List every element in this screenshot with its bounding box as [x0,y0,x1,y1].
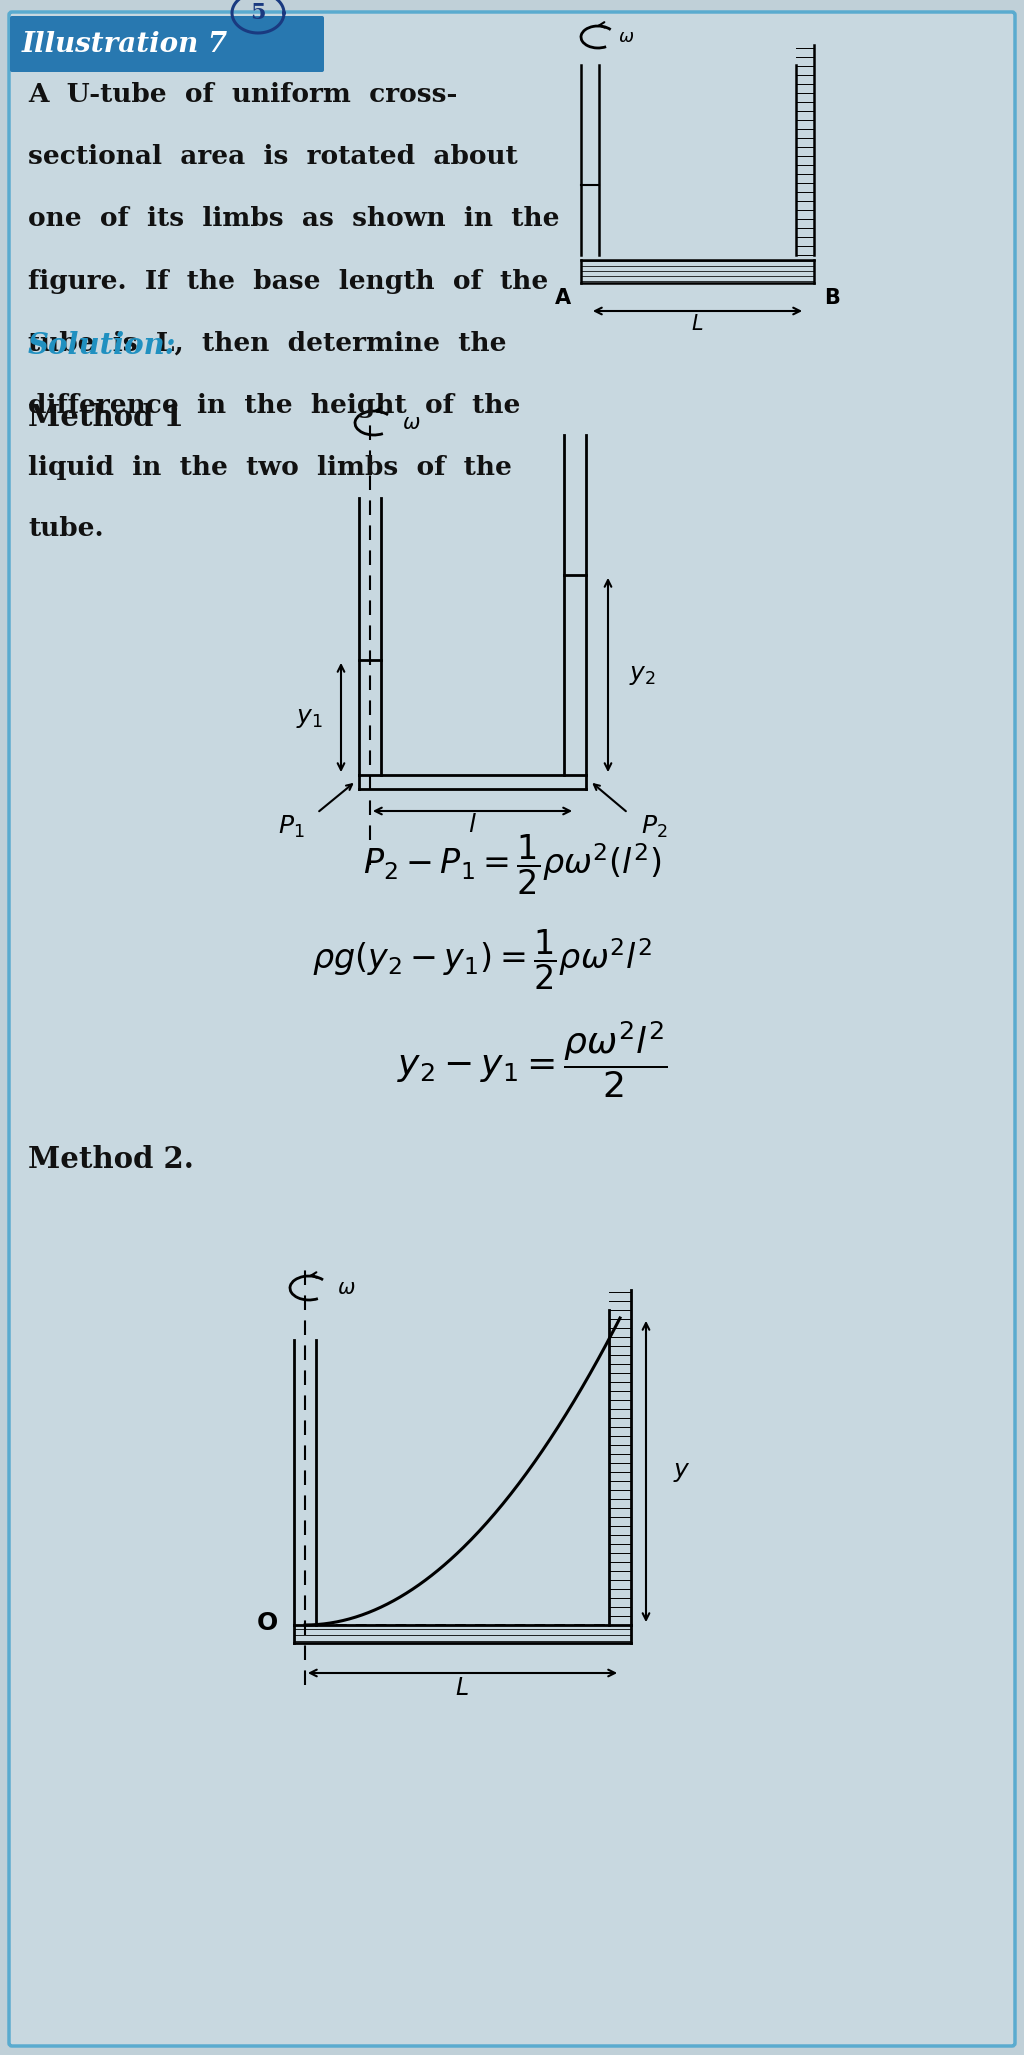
Text: $\omega$: $\omega$ [402,413,421,434]
Text: tube.: tube. [28,516,103,543]
Text: figure.  If  the  base  length  of  the: figure. If the base length of the [28,269,548,294]
Text: sectional  area  is  rotated  about: sectional area is rotated about [28,144,518,169]
Text: $P_1$: $P_1$ [278,814,304,840]
Text: O: O [256,1611,278,1636]
Text: 5: 5 [250,2,266,25]
Text: Method 1: Method 1 [28,403,183,432]
FancyBboxPatch shape [10,16,324,72]
Text: B: B [824,288,840,308]
Text: $y_1$: $y_1$ [296,707,323,730]
FancyBboxPatch shape [9,12,1015,2047]
Text: $y_2 - y_1 = \dfrac{\rho\omega^2 l^2}{2}$: $y_2 - y_1 = \dfrac{\rho\omega^2 l^2}{2}… [397,1019,667,1099]
Text: A  U-tube  of  uniform  cross-: A U-tube of uniform cross- [28,82,458,107]
Text: $L$: $L$ [691,314,703,335]
Text: $l$: $l$ [468,814,476,836]
Text: Method 2.: Method 2. [28,1145,194,1175]
Text: $L$: $L$ [455,1677,469,1699]
Text: Illustration 7: Illustration 7 [22,31,228,58]
Text: $y_2$: $y_2$ [629,664,655,686]
Text: $P_2 - P_1 = \dfrac{1}{2}\rho\omega^2(l^2)$: $P_2 - P_1 = \dfrac{1}{2}\rho\omega^2(l^… [362,832,662,898]
Text: $\omega$: $\omega$ [337,1278,355,1299]
Text: $P_2$: $P_2$ [641,814,668,840]
Text: liquid  in  the  two  limbs  of  the: liquid in the two limbs of the [28,454,512,479]
Text: A: A [555,288,571,308]
Text: $y$: $y$ [673,1459,691,1484]
Text: $\omega$: $\omega$ [618,29,634,45]
Text: one  of  its  limbs  as  shown  in  the: one of its limbs as shown in the [28,206,559,232]
Text: Solution:: Solution: [28,331,176,360]
Text: difference  in  the  height  of  the: difference in the height of the [28,393,520,417]
Text: tube  is  L,  then  determine  the: tube is L, then determine the [28,331,507,356]
Text: $\rho g(y_2 - y_1) = \dfrac{1}{2}\rho\omega^2 l^2$: $\rho g(y_2 - y_1) = \dfrac{1}{2}\rho\om… [312,927,652,993]
